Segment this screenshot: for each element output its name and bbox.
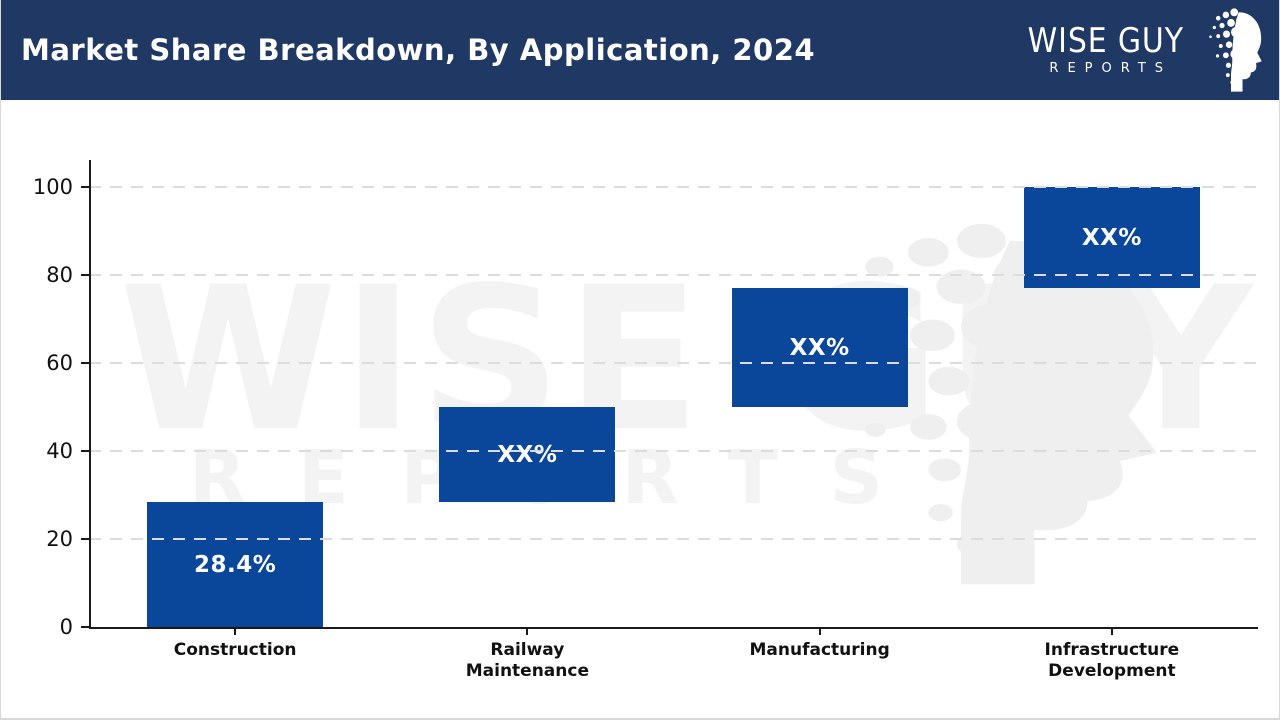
bar-value-label: XX% <box>1081 224 1142 251</box>
logo-head-icon <box>1209 8 1262 92</box>
bar-value-label: 28.4% <box>193 551 277 578</box>
y-tick-20 <box>81 538 89 540</box>
bar-4: XX% <box>1023 187 1200 289</box>
logo-wordmark-sub: REPORTS <box>1049 61 1173 76</box>
gridline-60 <box>89 362 1258 364</box>
x-category-label: Railway Maintenance <box>381 640 673 682</box>
logo-wordmark: WISE GUY REPORTS <box>1017 23 1195 77</box>
bar-2: XX% <box>439 407 616 503</box>
gridline-20 <box>89 538 1258 540</box>
x-category-line: Railway <box>490 640 565 660</box>
x-tick-4 <box>1110 627 1113 635</box>
x-axis-line <box>89 627 1258 629</box>
y-tick-label: 20 <box>46 527 73 551</box>
x-category-line: Maintenance <box>465 661 589 681</box>
gridline-40 <box>89 450 1258 452</box>
y-tick-60 <box>81 362 89 364</box>
logo-wordmark-main: WISE GUY <box>1028 21 1185 61</box>
x-category-line: Construction <box>173 640 297 660</box>
bar-value-label: XX% <box>789 334 850 361</box>
y-tick-0 <box>81 626 89 628</box>
y-tick-40 <box>81 450 89 452</box>
x-category-label: Construction <box>89 640 381 661</box>
page-title: Market Share Breakdown, By Application, … <box>21 33 816 67</box>
y-tick-80 <box>81 274 89 276</box>
header: Market Share Breakdown, By Application, … <box>1 0 1279 100</box>
bar-value-label: XX% <box>497 441 558 468</box>
y-axis-spine <box>89 160 91 629</box>
x-category-line: Infrastructure <box>1044 640 1180 660</box>
x-category-label: Infrastructure Development <box>966 640 1258 682</box>
y-tick-label: 80 <box>46 263 73 287</box>
y-tick-label: 40 <box>46 439 73 463</box>
x-tick-2 <box>526 627 529 635</box>
chart-area: WISE GUY REPORTS 28.4%ConstructionXX%Rai… <box>1 100 1279 718</box>
x-category-line: Manufacturing <box>749 640 890 660</box>
bar-3: XX% <box>731 288 908 407</box>
gridline-80 <box>89 274 1258 276</box>
gridline-100 <box>89 186 1258 188</box>
y-tick-label: 60 <box>46 351 73 375</box>
x-tick-3 <box>818 627 821 635</box>
y-tick-100 <box>81 186 89 188</box>
x-tick-1 <box>234 627 237 635</box>
x-category-line: Development <box>1048 661 1176 681</box>
brand-logo: WISE GUY REPORTS <box>1017 7 1263 93</box>
bar-1: 28.4% <box>147 502 324 627</box>
x-category-label: Manufacturing <box>674 640 966 661</box>
y-tick-label: 0 <box>59 615 73 639</box>
y-tick-label: 100 <box>32 175 73 199</box>
